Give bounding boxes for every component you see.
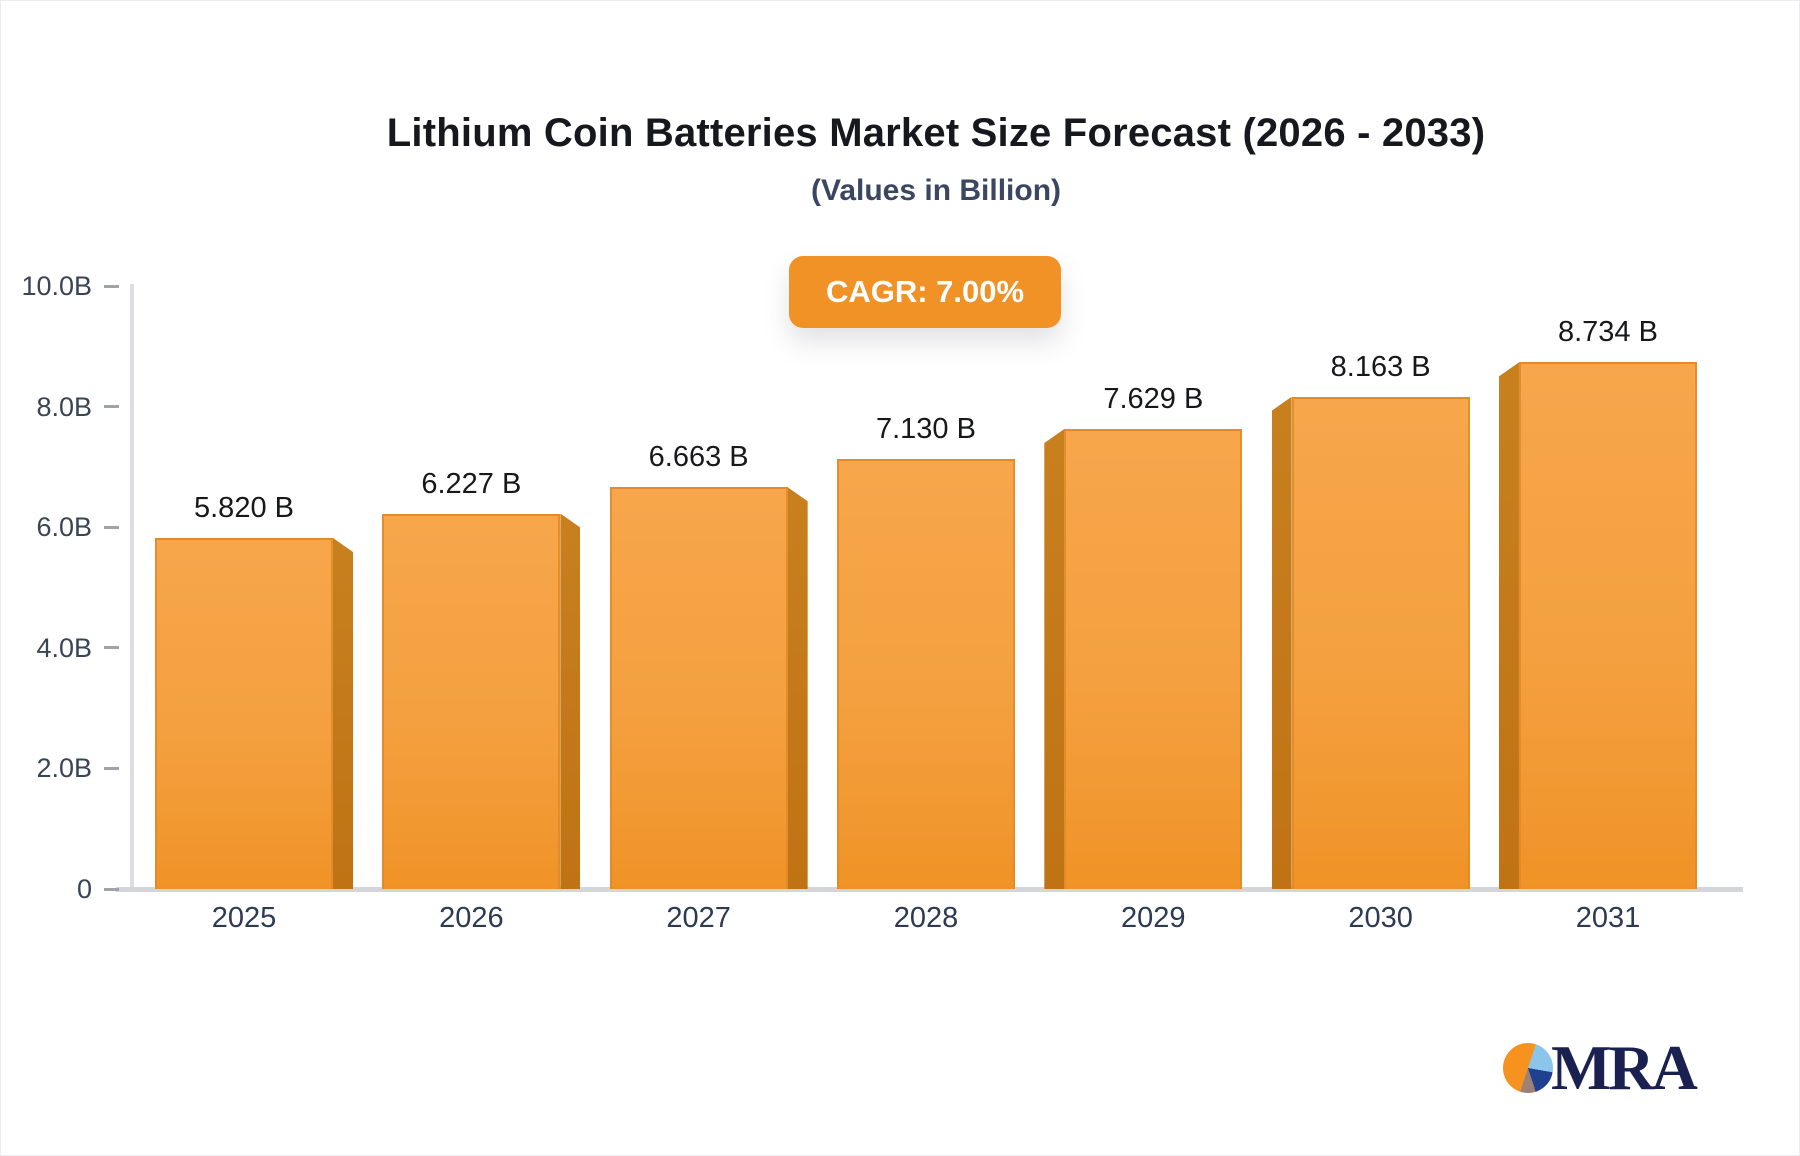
bar-value-label-2026: 6.227 B: [421, 467, 522, 500]
y-tick-label: 6.0B: [36, 512, 92, 543]
bar-2027: [609, 487, 788, 889]
mra-logo: MRA: [1503, 1032, 1698, 1103]
bar-2026: [382, 513, 561, 889]
cagr-badge: CAGR: 7.00%: [789, 256, 1061, 328]
x-axis-label-2029: 2029: [1121, 902, 1186, 934]
bar-2031-side-face: [1498, 362, 1519, 889]
bar-2025: [155, 538, 333, 889]
bar-value-label-2025: 5.820 B: [194, 492, 294, 525]
x-axis-label-2028: 2028: [893, 902, 959, 934]
y-tick-label: 10.0B: [21, 271, 92, 301]
bar-2031: [1518, 362, 1697, 889]
y-tick-mark: [104, 766, 119, 770]
x-axis-label-2026: 2026: [439, 902, 504, 934]
chart-title: Lithium Coin Batteries Market Size Forec…: [386, 111, 1486, 155]
bar-2028: [836, 459, 1015, 889]
y-tick-mark: [104, 405, 119, 409]
y-tick-label: 0: [76, 874, 92, 904]
y-axis-line: [130, 284, 134, 891]
bar-2026-side-face: [560, 513, 581, 889]
bar-value-label-2028: 7.130 B: [875, 413, 976, 446]
bar-value-label-2027: 6.663 B: [648, 441, 749, 474]
bar-2027-side-face: [787, 487, 808, 889]
bar-value-label-2031: 8.734 B: [1557, 316, 1658, 349]
bar-2029: [1064, 428, 1243, 889]
bar-value-label-2029: 7.629 B: [1103, 382, 1204, 415]
y-tick-mark: [104, 525, 119, 529]
y-tick-label: 2.0B: [36, 753, 92, 784]
x-axis-label-2030: 2030: [1348, 902, 1413, 934]
y-tick-mark: [104, 646, 119, 650]
mra-pie-icon: [1503, 1043, 1553, 1093]
bar-2030-side-face: [1271, 396, 1292, 889]
bar-2029-side-face: [1044, 428, 1065, 889]
x-axis-label-2031: 2031: [1575, 902, 1641, 934]
x-axis-label-2025: 2025: [211, 902, 277, 934]
bar-2025-side-face: [333, 538, 353, 889]
y-tick-mark: [104, 284, 119, 288]
y-tick-label: 8.0B: [36, 391, 92, 422]
x-axis-baseline: [116, 887, 1743, 892]
chart-subtitle: (Values in Billion): [810, 174, 1062, 207]
mra-logo-text: MRA: [1551, 1032, 1698, 1103]
y-tick-mark: [104, 887, 119, 891]
y-tick-label: 4.0B: [36, 632, 92, 663]
cagr-badge-label: CAGR: 7.00%: [825, 274, 1025, 309]
bar-2030: [1291, 396, 1470, 889]
bar-value-label-2030: 8.163 B: [1330, 350, 1431, 383]
x-axis-label-2027: 2027: [666, 902, 731, 934]
